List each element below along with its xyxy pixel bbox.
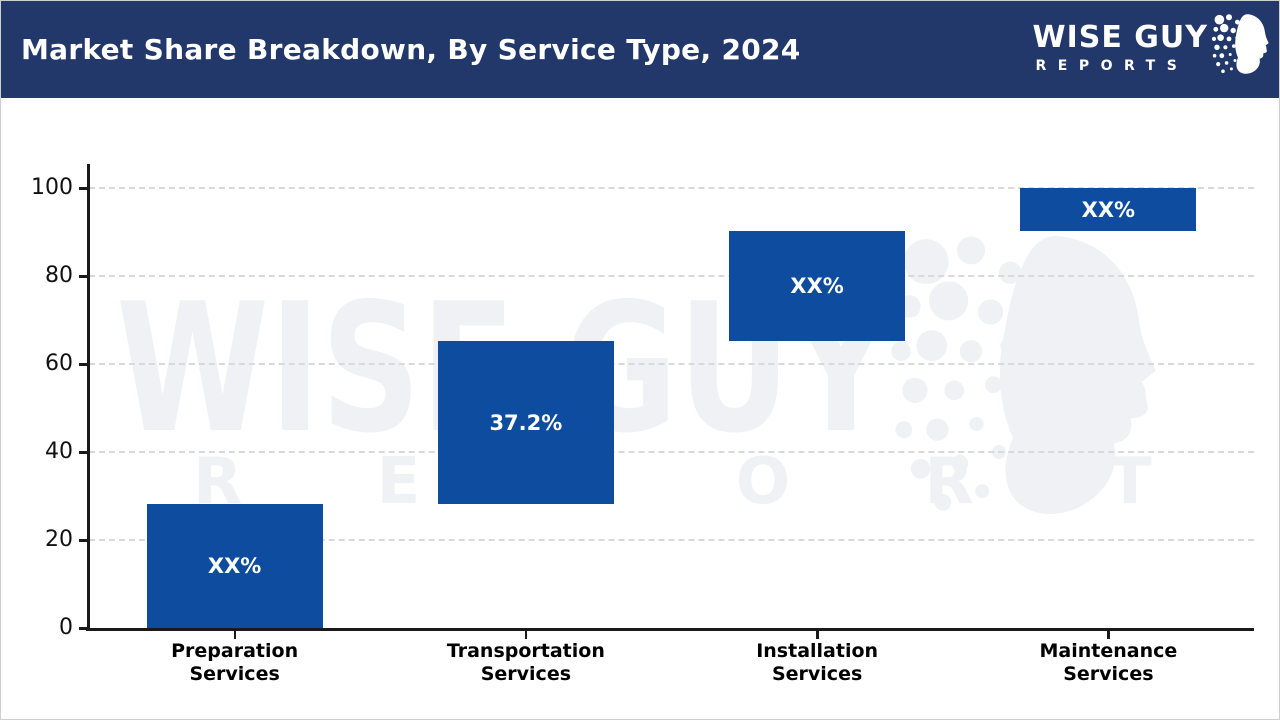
bar-preparation-services: XX% — [146, 504, 323, 628]
logo-wordmark: WISE GUY REPORTS — [1032, 19, 1208, 74]
y-tick-20 — [79, 539, 88, 542]
gridline-60 — [89, 363, 1254, 365]
x-category-label-line: Services — [189, 663, 280, 685]
gridline-80 — [89, 275, 1254, 277]
bar-transportation-services: 37.2% — [437, 340, 614, 505]
y-tick-80 — [79, 275, 88, 278]
bar-maintenance-services: XX% — [1020, 188, 1197, 232]
y-tick-label-0: 0 — [59, 615, 73, 640]
x-category-label-preparation-services: Preparation Services — [105, 640, 365, 686]
y-axis — [87, 164, 90, 630]
x-category-label-transportation-services: Transportation Services — [396, 640, 656, 686]
bar-value-label-maintenance-services: XX% — [1081, 197, 1136, 222]
x-tick-preparation-services — [233, 630, 237, 639]
x-category-label-line: Services — [1063, 663, 1154, 685]
watermark-face — [891, 235, 1156, 514]
x-category-label-line: Maintenance — [1039, 640, 1178, 662]
y-tick-40 — [79, 451, 88, 454]
y-tick-label-60: 60 — [45, 351, 73, 376]
x-category-label-line: Preparation — [171, 640, 299, 662]
gridline-100 — [89, 187, 1254, 189]
x-category-label-line: Transportation — [446, 640, 605, 662]
bar-value-label-transportation-services: 37.2% — [489, 410, 563, 435]
y-tick-60 — [79, 363, 88, 366]
logo-wordmark-line1: WISE GUY — [1032, 19, 1208, 55]
logo-face-icon — [1211, 14, 1269, 74]
logo-wordmark-line2: REPORTS — [1035, 57, 1189, 74]
x-category-label-line: Services — [480, 663, 572, 685]
y-tick-label-80: 80 — [45, 263, 73, 288]
y-tick-100 — [79, 187, 88, 190]
chart-area: WISE GUY R E P O R T S 0 20 40 60 80 100 XX% Pr… — [1, 98, 1279, 719]
x-category-label-line: Installation — [756, 640, 879, 662]
gridline-40 — [89, 451, 1254, 453]
x-category-label-line: Services — [771, 663, 863, 685]
y-tick-label-20: 20 — [45, 527, 73, 552]
y-tick-label-100: 100 — [31, 175, 73, 200]
bar-value-label-preparation-services: XX% — [207, 554, 262, 579]
gridline-20 — [89, 539, 1254, 541]
x-tick-installation-services — [816, 630, 819, 639]
y-tick-0 — [79, 627, 88, 630]
header-bar: Market Share Breakdown, By Service Type,… — [1, 1, 1279, 98]
wiseguy-logo: WISE GUY REPORTS — [1032, 7, 1271, 87]
chart-title: Market Share Breakdown, By Service Type,… — [21, 33, 801, 66]
bar-installation-services: XX% — [729, 231, 906, 341]
x-axis — [86, 628, 1254, 631]
x-tick-transportation-services — [524, 630, 528, 639]
y-tick-label-40: 40 — [45, 439, 73, 464]
x-category-label-maintenance-services: Maintenance Services — [978, 640, 1238, 686]
bar-value-label-installation-services: XX% — [790, 273, 844, 298]
x-tick-maintenance-services — [1107, 630, 1110, 639]
x-category-label-installation-services: Installation Services — [687, 640, 947, 686]
